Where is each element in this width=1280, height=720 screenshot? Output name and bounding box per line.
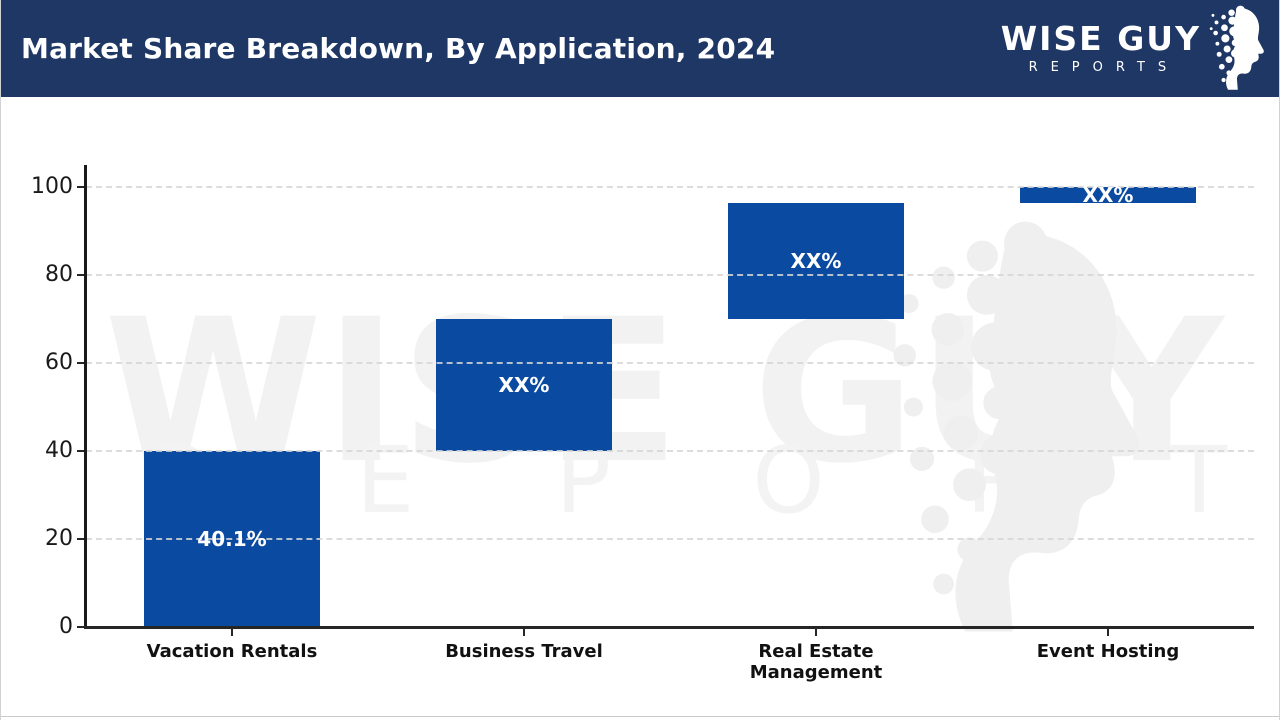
y-tick-label-80: 80 [45,262,73,287]
y-tick-label-60: 60 [45,350,73,375]
x-tick-label-vacation-rentals: Vacation Rentals [146,641,318,662]
y-tick-label-100: 100 [31,174,73,199]
wiseguy-head-icon [1209,5,1264,90]
x-tick-business-travel [523,629,525,636]
y-axis-spine [84,165,87,629]
bar-label-real-estate-management: XX% [790,248,842,273]
page-title: Market Share Breakdown, By Application, … [21,32,776,65]
wiseguy-logo-name: WISE GUY [1000,19,1201,58]
x-tick-label-real-estate-management: Real Estate Management [749,641,883,684]
x-tick-real-estate-management [815,629,817,636]
y-tick-100 [77,186,86,188]
y-tick-40 [77,450,86,452]
watermark-text-sub: R E P O R T S [151,427,1280,534]
y-tick-0 [77,626,86,628]
gridline-100 [86,186,1254,188]
gridline-80 [86,274,1254,276]
wiseguy-logo-text: WISE GUY REPORTS [1001,22,1201,75]
bar-real-estate-management [728,202,904,319]
bar-event-hosting [1020,187,1196,203]
bar-business-travel [436,319,612,451]
y-tick-label-0: 0 [59,614,73,639]
y-tick-20 [77,538,86,540]
bar-label-vacation-rentals: 40.1% [197,526,267,551]
header: Market Share Breakdown, By Application, … [1,0,1279,97]
gridline-20 [86,538,1254,540]
y-tick-60 [77,362,86,364]
x-tick-event-hosting [1107,629,1109,636]
bar-label-event-hosting: XX% [1082,182,1134,207]
bar-label-business-travel: XX% [498,372,550,397]
gridline-40 [86,450,1254,452]
x-tick-vacation-rentals [231,629,233,636]
gridline-60 [86,362,1254,364]
x-tick-label-event-hosting: Event Hosting [1036,641,1180,662]
page-bottom-border [1,716,1279,717]
wiseguy-logo-subname: REPORTS [1028,60,1180,75]
y-tick-label-40: 40 [45,438,73,463]
x-tick-label-business-travel: Business Travel [445,641,603,662]
y-tick-80 [77,274,86,276]
y-tick-label-20: 20 [45,526,73,551]
wiseguy-logo: WISE GUY REPORTS [1001,0,1279,97]
x-axis-line [84,626,1254,629]
